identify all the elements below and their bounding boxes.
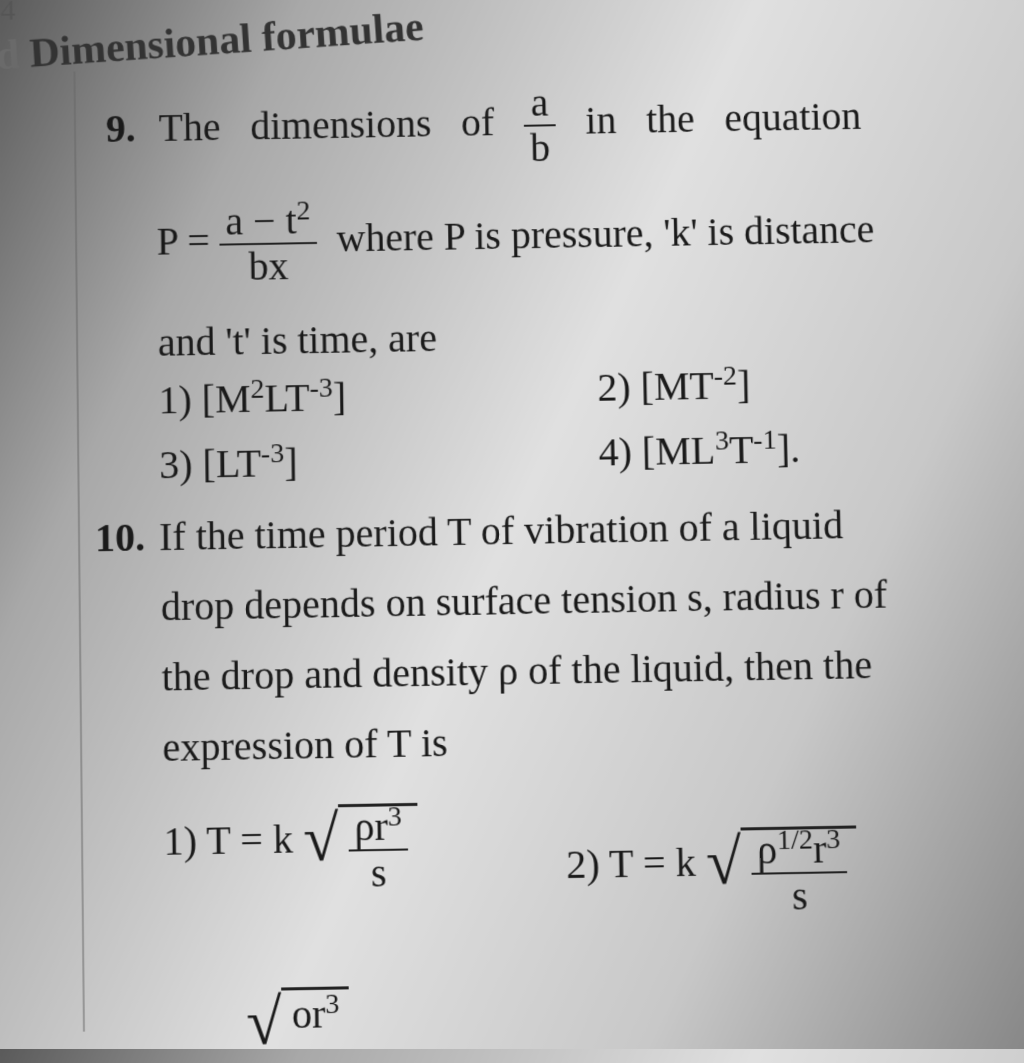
radical-icon: √ [303,812,340,903]
q10-opt2-body: ρ1/2r3 s [741,825,859,917]
q9-l1c: of [461,100,495,145]
q10-opt2-num-s2: 3 [826,823,841,855]
q9-l1a: The [158,105,220,150]
q9-opt4-mid: T [729,427,754,472]
q10-opt1-num-sup: 3 [387,801,402,833]
q9-rhs-num-text: a − t [225,198,297,244]
radical-icon: √ [246,996,282,1049]
q10-opt2-num-b: r [813,826,827,872]
q9-opt2-s: -2 [713,360,737,391]
q9-l1d: in [585,98,617,143]
q10-opt2: 2) T = k √ ρ1/2r3 s [566,825,859,920]
cut-num-sup: 3 [325,988,340,1020]
q10-line4: expression of T is [162,702,1024,780]
q9-line2: P = a − t2 bx where P is pressure, 'k' i… [156,188,1013,288]
q9-opt3: 3) [LT-3] [159,439,298,488]
page-corner-number: 14 [0,0,16,28]
q9-frac-rhs: a − t2 bx [219,200,317,287]
q9-l1e: the [646,96,695,141]
q9-number: 9. [106,106,136,151]
q9-rhs-den: bx [220,244,318,287]
left-margin-rule [73,72,85,1032]
q10-cut-fragment: √ or3 [246,986,350,1046]
q9-l1b: dimensions [250,101,432,148]
q10-opt1-num: ρr3 [348,806,408,851]
q10-opt2-num-a: ρ [757,827,778,873]
page: 14 d Dimensional formulae 9. The dimensi… [0,0,1024,1063]
q9-frac-den: b [524,126,557,168]
q9-rhs-num: a − t2 [219,200,316,245]
q9-opt2-end: ] [737,362,751,407]
q9-frac-num: a [523,83,556,127]
q9-opt1: 1) [M2LT-3] [158,373,346,423]
q9-opt1-a: 1) [M [158,376,251,422]
q9-frac-ab: a b [523,83,556,168]
q10-opt1: 1) T = k √ ρr3 s [163,803,419,897]
q9-opt4-end: ]. [776,426,800,471]
section-title: d Dimensional formulae [0,3,425,80]
cut-sqrt: √ or3 [246,986,350,1040]
q10-line3: the drop and density ρ of the liquid, th… [161,631,1024,708]
q10-opt1-sqrt: √ ρr3 s [303,803,419,895]
q9-opt1-s1: 2 [250,373,264,404]
q9-lhs: P = [156,218,210,263]
q9-opt1-end: ] [333,374,347,419]
q9-opt1-mid: LT [264,375,310,421]
title-text: Dimensional formulae [28,4,425,76]
q10-number: 10. [95,514,145,560]
q9-l2rest: where P is pressure, 'k' is distance [336,207,875,261]
q9-opt3-end: ] [284,440,298,485]
q9-line3: and 't' is time, are [158,307,438,373]
q10-opt2-num: ρ1/2r3 [751,829,848,875]
q9-opt3-a: 3) [LT [159,441,261,488]
q10-opt1-body: ρr3 s [338,803,419,894]
q9-opt2: 2) [MT-2] [597,361,751,410]
q10-opt2-pre: 2) T = k [566,839,696,887]
cut-num: or [291,991,325,1037]
q10-opt1-frac: ρr3 s [348,806,409,894]
cut-body: or3 [281,986,350,1039]
q10-opt2-frac: ρ1/2r3 s [751,829,849,918]
q9-opt4-s1: 3 [715,425,730,456]
q10-opt2-num-s1: 1/2 [777,824,814,856]
radical-icon: √ [705,836,742,927]
q10-l1: If the time period T of vibration of a l… [159,502,844,559]
q9-rhs-num-sup: 2 [296,195,310,226]
q9-opt2-a: 2) [MT [597,363,714,410]
q10-opt2-sqrt: √ ρ1/2r3 s [705,825,858,918]
q10-opt1-num-text: ρr [354,803,388,849]
q9-opt4-s2: -1 [753,424,777,455]
q10-line2: drop depends on surface tension s, radiu… [161,561,1023,638]
q10-opt1-den: s [349,850,409,894]
q9-opt4-a: 4) [ML [598,428,715,475]
q10-line1: 10. If the time period T of vibration of … [95,491,1016,569]
title-prefix: d [0,32,31,79]
q9-line1: 9. The dimensions of a b in the equation [105,75,1000,175]
q9-opt4: 4) [ML3T-1]. [598,425,800,475]
q10-opt2-den: s [752,873,849,917]
q9-l1f: equation [724,94,862,141]
q9-opt1-s2: -3 [309,372,333,403]
q10-opt1-pre: 1) T = k [163,816,293,864]
q9-opt3-s: -3 [261,438,285,469]
